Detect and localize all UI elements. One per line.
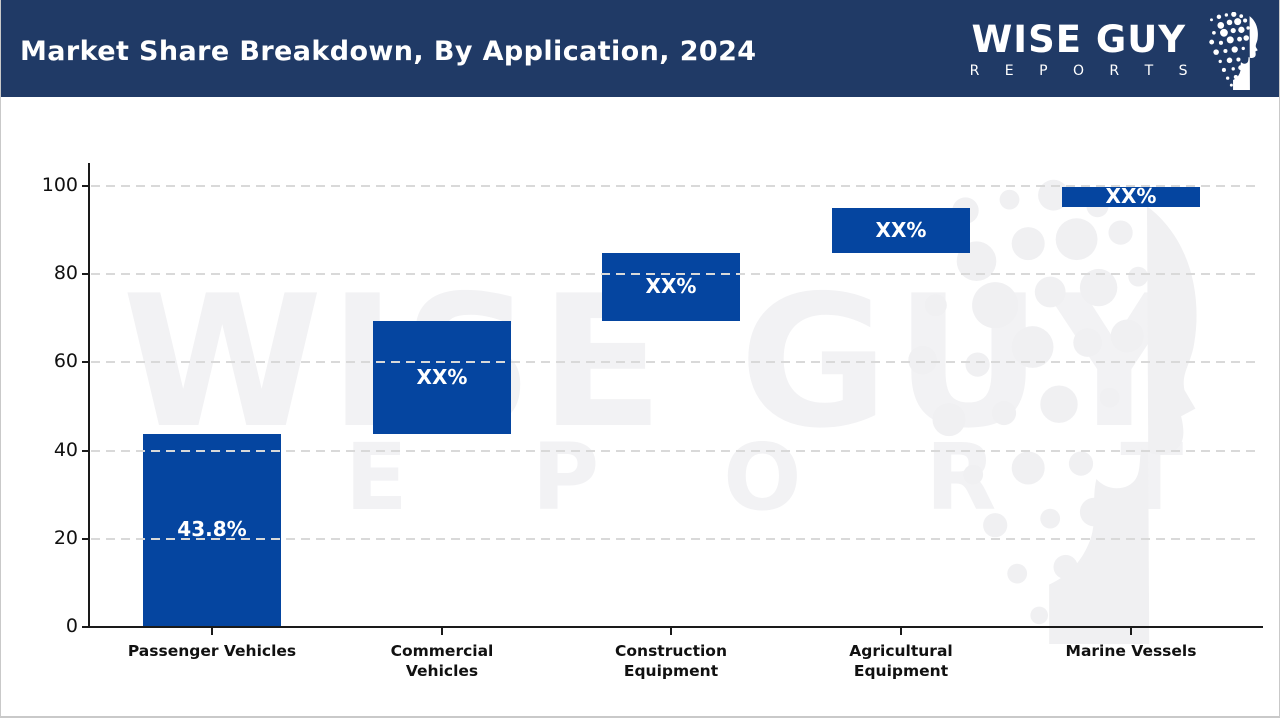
gridline-y100: [91, 185, 1256, 187]
x-tick: [900, 628, 902, 635]
x-category-label: Passenger Vehicles: [97, 641, 327, 661]
y-axis-spine: [88, 163, 90, 628]
bar-value-label: 43.8%: [177, 517, 247, 542]
face-profile-dots-icon: [1209, 12, 1258, 90]
y-tick-label: 100: [41, 174, 78, 196]
x-tick: [670, 628, 672, 635]
y-tick-label: 60: [53, 350, 78, 373]
bar-value-label: XX%: [875, 217, 927, 242]
gridline-y40: [91, 449, 1256, 452]
x-category-label-line: Agricultural: [849, 642, 953, 660]
page-title: Market Share Breakdown, By Application, …: [20, 36, 757, 67]
y-tick: [82, 626, 89, 628]
x-category-label-line: Equipment: [853, 662, 949, 680]
bar-value-label: XX%: [416, 364, 468, 389]
logo-text: WISE GUY R E P O R T S: [960, 20, 1198, 80]
y-tick-label: 40: [53, 438, 78, 461]
y-tick: [82, 361, 89, 364]
y-tick-label: 0: [65, 615, 78, 637]
x-category-label-line: Vehicles: [405, 662, 479, 680]
bar-value-label: XX%: [645, 274, 697, 299]
x-category-label: Construction Equipment: [556, 641, 786, 681]
x-category-label: Marine Vessels: [1016, 641, 1246, 661]
x-category-label-line: Equipment: [623, 662, 719, 680]
x-category-label-line: Commercial: [390, 642, 494, 660]
x-axis-spine: [88, 626, 1263, 628]
y-tick-label: 80: [53, 262, 78, 285]
x-tick: [441, 628, 443, 635]
header-bar: Market Share Breakdown, By Application, …: [0, 0, 1280, 97]
bar-commercial-vehicles: [373, 321, 511, 434]
bar-agricultural-equipment: [832, 208, 970, 254]
y-tick: [82, 185, 89, 187]
x-category-label: Commercial Vehicles: [327, 641, 557, 681]
y-tick: [82, 537, 89, 540]
logo-wordmark: WISE GUY: [971, 18, 1187, 61]
bar-construction-equipment: [602, 253, 740, 322]
gridline-y20: [91, 537, 1256, 540]
x-category-label: Agricultural Equipment: [786, 641, 1016, 681]
y-tick: [82, 449, 89, 452]
gridline-y60: [91, 361, 1256, 364]
x-tick: [211, 628, 213, 635]
gridline-y80: [91, 273, 1256, 276]
bar-value-label: XX%: [1105, 184, 1157, 209]
y-tick: [82, 273, 89, 276]
logo-subtitle: R E P O R T S: [969, 63, 1198, 79]
bar-marine-vessels: [1062, 187, 1200, 208]
x-category-label-line: Construction: [615, 642, 727, 660]
y-tick-label: 20: [53, 526, 78, 549]
x-category-label-line: Marine Vessels: [1065, 642, 1197, 660]
x-category-label-line: Passenger Vehicles: [127, 642, 297, 660]
x-tick: [1130, 628, 1132, 635]
bar-passenger-vehicles: [143, 433, 281, 627]
wise-guy-logo: WISE GUY R E P O R T S: [970, 6, 1264, 92]
